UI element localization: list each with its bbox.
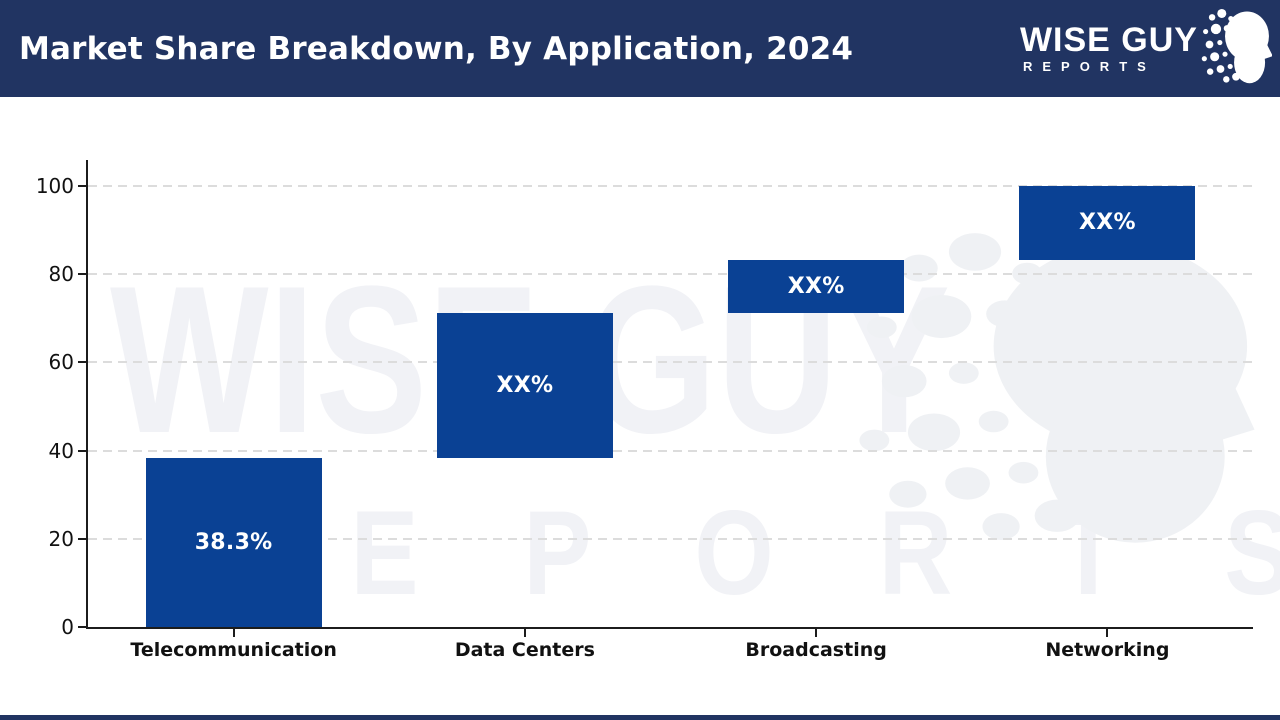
gridline-80	[88, 273, 1253, 276]
bar-telecommunication: 38.3%	[145, 458, 322, 627]
logo-wordmark: WISE GUY	[1019, 20, 1198, 59]
x-tick-networking	[1106, 629, 1109, 637]
gridline-40	[88, 449, 1253, 452]
y-tick-label-0: 0	[61, 615, 74, 639]
y-tick-60	[78, 361, 86, 364]
gridline-20	[88, 537, 1253, 540]
bar-value-label-telecommunication: 38.3%	[194, 530, 273, 556]
y-tick-80	[78, 273, 86, 276]
x-axis-label-networking: Networking	[1045, 639, 1170, 661]
y-tick-label-100: 100	[35, 174, 74, 198]
y-tick-0	[78, 626, 86, 628]
x-tick-telecommunication	[232, 629, 235, 637]
y-axis-line	[86, 160, 88, 629]
y-tick-label-40: 40	[48, 438, 74, 463]
y-tick-label-20: 20	[48, 526, 74, 551]
bar-broadcasting: XX%	[728, 259, 905, 314]
page-title: Market Share Breakdown, By Application, …	[19, 30, 854, 67]
x-tick-data-centers	[523, 629, 526, 637]
bar-value-label-broadcasting: XX%	[787, 274, 845, 300]
header-band: Market Share Breakdown, By Application, …	[0, 0, 1280, 97]
gridline-100	[88, 185, 1253, 187]
footer-band	[0, 715, 1280, 720]
chart-canvas: WISE GUY R E P O R T S 38.3% XX% XX% XX% 0 20…	[0, 97, 1280, 715]
logo-head-icon	[1201, 8, 1272, 83]
x-axis-label-data-centers: Data Centers	[454, 639, 595, 661]
bar-value-label-data-centers: XX%	[496, 373, 554, 399]
x-axis-label-telecommunication: Telecommunication	[130, 639, 337, 661]
logo-subtext: REPORTS	[1022, 59, 1156, 75]
x-axis-label-broadcasting: Broadcasting	[745, 639, 887, 661]
bar-value-label-networking: XX%	[1078, 210, 1136, 236]
y-tick-40	[78, 449, 86, 452]
y-tick-label-60: 60	[48, 350, 74, 375]
bar-data-centers: XX%	[436, 313, 613, 459]
y-tick-label-80: 80	[48, 262, 74, 287]
bar-networking: XX%	[1019, 186, 1196, 260]
gridline-60	[88, 361, 1253, 364]
y-tick-100	[78, 185, 86, 187]
brand-logo-text: WISE GUY REPORTS	[1019, 20, 1198, 75]
y-tick-20	[78, 537, 86, 540]
brand-logo: WISE GUY REPORTS	[1020, 7, 1280, 91]
x-tick-broadcasting	[815, 629, 818, 637]
x-axis-line	[86, 627, 1253, 629]
